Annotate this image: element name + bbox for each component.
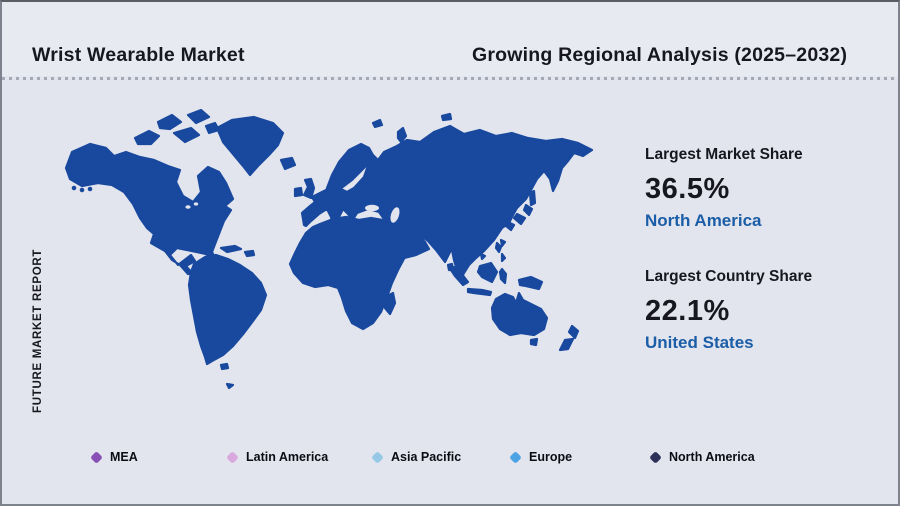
map-aleutians	[87, 186, 93, 192]
map-british-isles	[293, 177, 316, 200]
legend-dot	[371, 450, 384, 464]
map-aleutians	[71, 185, 77, 191]
map-iceland	[279, 156, 297, 171]
legend-item-europe: Europe	[509, 450, 573, 464]
map-indonesia	[449, 261, 544, 297]
stat-value: 22.1%	[645, 295, 730, 327]
stat-largest-country-share: Largest Country Share 22.1% United State…	[645, 268, 885, 353]
stat-region: North America	[645, 211, 762, 230]
world-map-landmasses	[64, 108, 594, 390]
legend-dot	[90, 450, 103, 464]
map-eurasia	[300, 124, 594, 281]
map-africa	[288, 215, 417, 331]
header-subtitle: Growing Regional Analysis (2025–2032)	[472, 44, 848, 66]
stat-region: United States	[645, 333, 754, 352]
stat-value: 36.5%	[645, 173, 730, 205]
map-arctic-islands	[133, 108, 221, 146]
stat-largest-market-share: Largest Market Share 36.5% North America	[645, 146, 885, 231]
map-greenland	[215, 115, 285, 177]
stat-label: Largest Market Share	[645, 146, 803, 163]
legend-label: North America	[669, 450, 755, 464]
map-japan	[504, 189, 537, 232]
page-title: Wrist Wearable Market	[32, 44, 245, 66]
legend-dot	[509, 450, 522, 464]
map-arctic-specks	[371, 112, 453, 144]
legend-item-latin-america: Latin America	[226, 450, 329, 464]
legend-item-mea: MEA	[90, 450, 138, 464]
legend-dot	[649, 450, 662, 464]
stat-label: Largest Country Share	[645, 268, 813, 285]
map-australia	[490, 291, 549, 347]
legend-dot	[226, 450, 239, 464]
legend-item-north-america: North America	[649, 450, 755, 464]
header-divider	[2, 77, 898, 80]
map-north-america	[64, 142, 235, 276]
map-south-america	[187, 253, 268, 390]
legend-label: Asia Pacific	[391, 450, 462, 464]
legend-label: Europe	[529, 450, 573, 464]
map-caribbean	[219, 244, 256, 258]
world-map-water-holes	[185, 202, 400, 223]
map-madagascar	[383, 291, 397, 316]
legend-label: MEA	[110, 450, 138, 464]
map-east-asia-islands	[479, 238, 507, 263]
legend-item-asia-pacific: Asia Pacific	[371, 450, 462, 464]
map-aleutians	[79, 187, 85, 193]
map-new-zealand	[558, 324, 580, 352]
header: Wrist Wearable Market Growing Regional A…	[2, 2, 898, 76]
legend-label: Latin America	[246, 450, 329, 464]
